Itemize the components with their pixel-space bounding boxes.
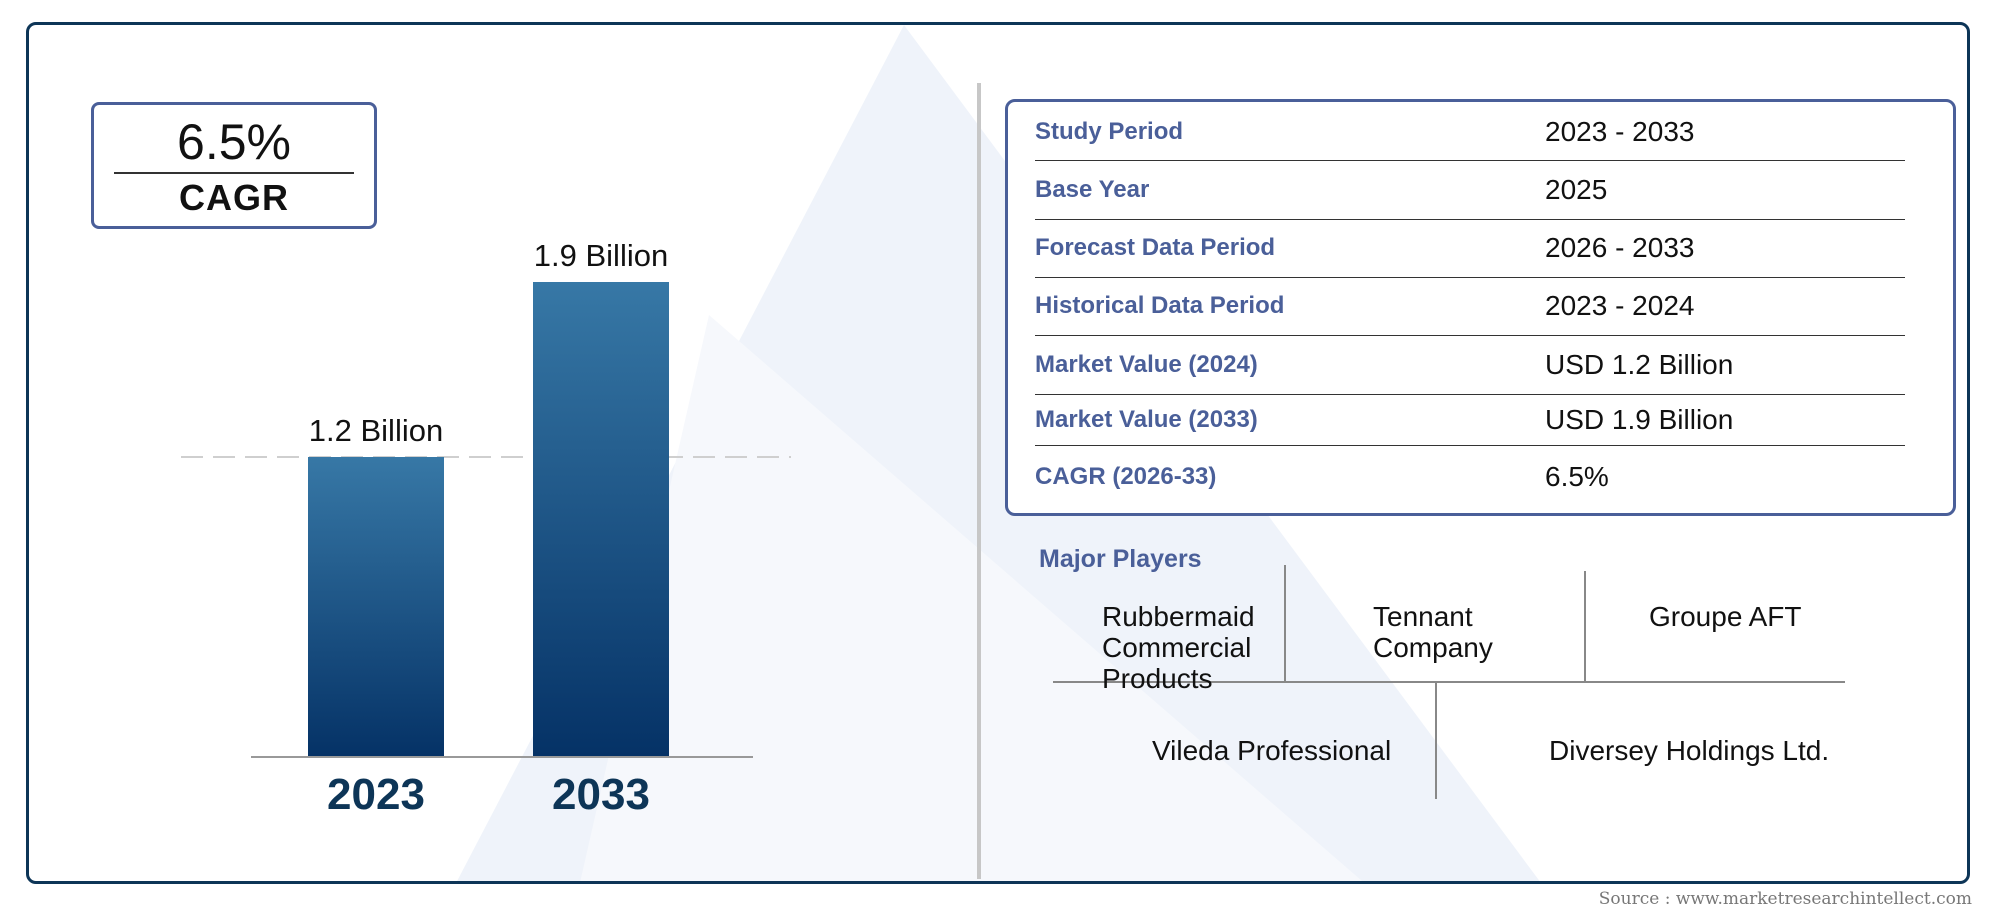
player-name: Groupe AFT bbox=[1649, 601, 1802, 632]
bar-chart: 1.2 Billion 2023 1.9 Billion 2033 bbox=[181, 238, 791, 819]
bar-2033 bbox=[533, 282, 669, 757]
row-separator bbox=[1035, 219, 1905, 220]
vertical-divider bbox=[977, 83, 981, 879]
info-value: 2023 - 2033 bbox=[1545, 116, 1695, 147]
player-name: Vileda Professional bbox=[1152, 735, 1392, 766]
info-value: 2023 - 2024 bbox=[1545, 290, 1695, 321]
info-label: Base Year bbox=[1035, 176, 1150, 203]
row-separator bbox=[1035, 335, 1905, 336]
info-label: CAGR (2026-33) bbox=[1035, 463, 1217, 490]
players-divider bbox=[1435, 681, 1437, 799]
row-separator bbox=[1035, 445, 1905, 446]
bar-value-label: 1.9 Billion bbox=[534, 238, 668, 273]
year-label: 2023 bbox=[327, 770, 425, 819]
cagr-divider bbox=[114, 172, 354, 174]
info-value: USD 1.2 Billion bbox=[1545, 349, 1734, 380]
year-label: 2033 bbox=[552, 770, 650, 819]
players-divider bbox=[1053, 681, 1845, 683]
info-label: Market Value (2024) bbox=[1035, 351, 1258, 378]
info-row: CAGR (2026-33) 6.5% bbox=[1035, 461, 1905, 503]
player-name: Tennant Company bbox=[1373, 601, 1493, 663]
bar-value-label: 1.2 Billion bbox=[309, 413, 443, 448]
row-separator bbox=[1035, 394, 1905, 395]
major-players-title: Major Players bbox=[1039, 545, 1202, 573]
info-label: Forecast Data Period bbox=[1035, 234, 1276, 261]
player-name: Rubbermaid Commercial Products bbox=[1102, 601, 1255, 694]
players-divider bbox=[1584, 571, 1586, 681]
player-name: Diversey Holdings Ltd. bbox=[1549, 735, 1830, 766]
cagr-value: 6.5% bbox=[177, 114, 291, 170]
info-value: USD 1.9 Billion bbox=[1545, 404, 1734, 435]
info-row: Study Period 2023 - 2033 bbox=[1035, 116, 1905, 161]
cagr-label: CAGR bbox=[179, 177, 289, 218]
info-row: Market Value (2033) USD 1.9 Billion bbox=[1035, 404, 1905, 446]
cagr-box: 6.5% CAGR bbox=[91, 102, 377, 229]
info-value: 2025 bbox=[1545, 174, 1608, 205]
row-separator bbox=[1035, 160, 1905, 161]
info-label: Historical Data Period bbox=[1035, 292, 1285, 319]
info-table: Study Period 2023 - 2033 Base Year 2025 … bbox=[1005, 99, 1956, 516]
info-value: 2026 - 2033 bbox=[1545, 232, 1695, 263]
row-separator bbox=[1035, 277, 1905, 278]
info-row: Market Value (2024) USD 1.2 Billion bbox=[1035, 349, 1905, 395]
info-row: Forecast Data Period 2026 - 2033 bbox=[1035, 232, 1905, 278]
infographic-frame: 6.5% CAGR 1.2 Billion 2023 1.9 Billion 2033… bbox=[26, 22, 1970, 884]
source-note: Source : www.marketresearchintellect.com bbox=[1598, 889, 1972, 909]
info-label: Market Value (2033) bbox=[1035, 406, 1258, 433]
info-label: Study Period bbox=[1035, 118, 1184, 145]
players-divider bbox=[1284, 565, 1286, 681]
info-row: Historical Data Period 2023 - 2024 bbox=[1035, 290, 1905, 336]
info-value: 6.5% bbox=[1545, 461, 1609, 492]
info-row: Base Year 2025 bbox=[1035, 174, 1905, 220]
bar-2023 bbox=[308, 457, 444, 757]
